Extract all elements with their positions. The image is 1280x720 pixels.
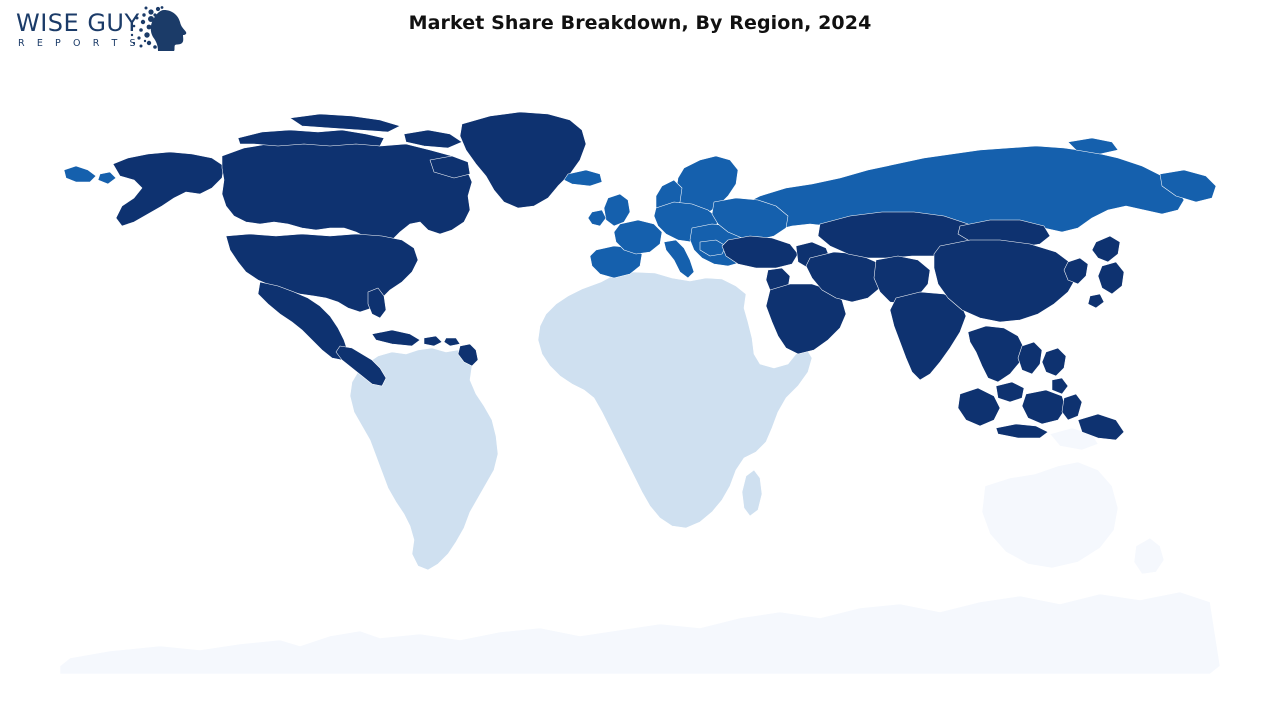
region-south-america (349, 343, 499, 571)
logo-line2: R E P O R T S (18, 38, 140, 49)
wise-guy-reports-logo: WISE GUY R E P O R T S (10, 4, 200, 54)
region-oceania (981, 427, 1165, 575)
region-russia (733, 137, 1217, 235)
world-map-container (0, 46, 1280, 720)
page-header: WISE GUY R E P O R T S (0, 0, 1280, 56)
head-profile-dots-icon (130, 6, 187, 51)
region-asia-middle-east (721, 211, 1125, 441)
page-title: Market Share Breakdown, By Region, 2024 (408, 12, 872, 34)
region-europe (563, 155, 789, 279)
world-choropleth-map (59, 111, 1221, 675)
region-antarctica (59, 591, 1221, 675)
logo-line1: WISE GUY (16, 9, 140, 37)
region-africa (537, 271, 813, 529)
region-north-america (63, 111, 587, 387)
logo-wordmark: WISE GUY R E P O R T S (16, 9, 140, 49)
